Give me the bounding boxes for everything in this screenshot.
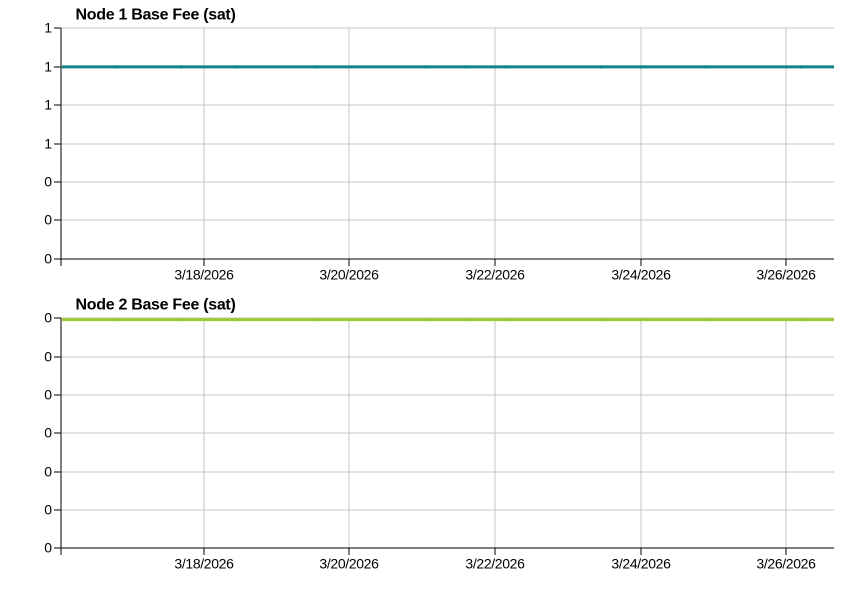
svg-text:1: 1 — [44, 59, 52, 75]
svg-text:3/26/2026: 3/26/2026 — [756, 556, 816, 572]
svg-text:Node 2 Base Fee (sat): Node 2 Base Fee (sat) — [76, 297, 236, 314]
svg-text:3/22/2026: 3/22/2026 — [465, 267, 525, 283]
svg-text:0: 0 — [44, 464, 52, 480]
svg-text:3/18/2026: 3/18/2026 — [174, 267, 234, 283]
svg-text:0: 0 — [44, 310, 52, 326]
svg-text:3/22/2026: 3/22/2026 — [465, 556, 525, 572]
svg-text:0: 0 — [44, 425, 52, 441]
svg-text:0: 0 — [44, 540, 52, 556]
svg-text:1: 1 — [44, 20, 52, 36]
svg-text:1: 1 — [44, 136, 52, 152]
svg-text:3/20/2026: 3/20/2026 — [319, 267, 379, 283]
svg-text:0: 0 — [44, 174, 52, 190]
svg-text:3/24/2026: 3/24/2026 — [611, 556, 671, 572]
svg-text:0: 0 — [44, 349, 52, 365]
svg-text:3/26/2026: 3/26/2026 — [756, 267, 816, 283]
svg-text:0: 0 — [44, 212, 52, 228]
svg-text:3/24/2026: 3/24/2026 — [611, 267, 671, 283]
svg-text:0: 0 — [44, 387, 52, 403]
svg-text:3/18/2026: 3/18/2026 — [174, 556, 234, 572]
svg-text:1: 1 — [44, 97, 52, 113]
svg-text:Node 1 Base Fee (sat): Node 1 Base Fee (sat) — [76, 7, 236, 24]
svg-text:0: 0 — [44, 502, 52, 518]
svg-text:0: 0 — [44, 251, 52, 267]
svg-text:3/20/2026: 3/20/2026 — [319, 556, 379, 572]
